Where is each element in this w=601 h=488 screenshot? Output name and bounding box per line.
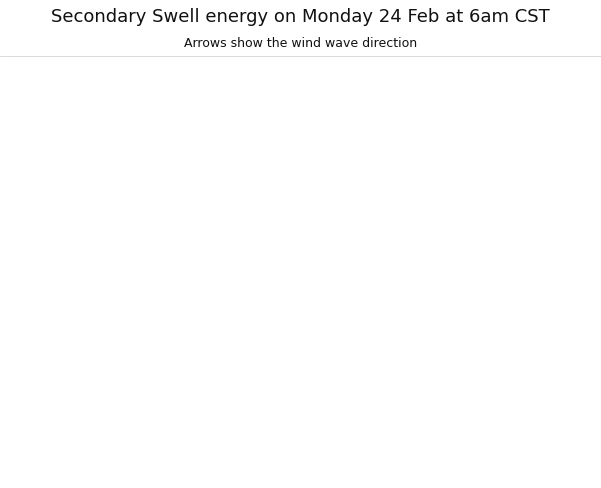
Text: Install cartopy for map rendering: Install cartopy for map rendering	[186, 265, 415, 279]
Text: Arrows show the wind wave direction: Arrows show the wind wave direction	[184, 37, 417, 50]
Text: Secondary Swell energy on Monday 24 Feb at 6am CST: Secondary Swell energy on Monday 24 Feb …	[51, 8, 550, 26]
